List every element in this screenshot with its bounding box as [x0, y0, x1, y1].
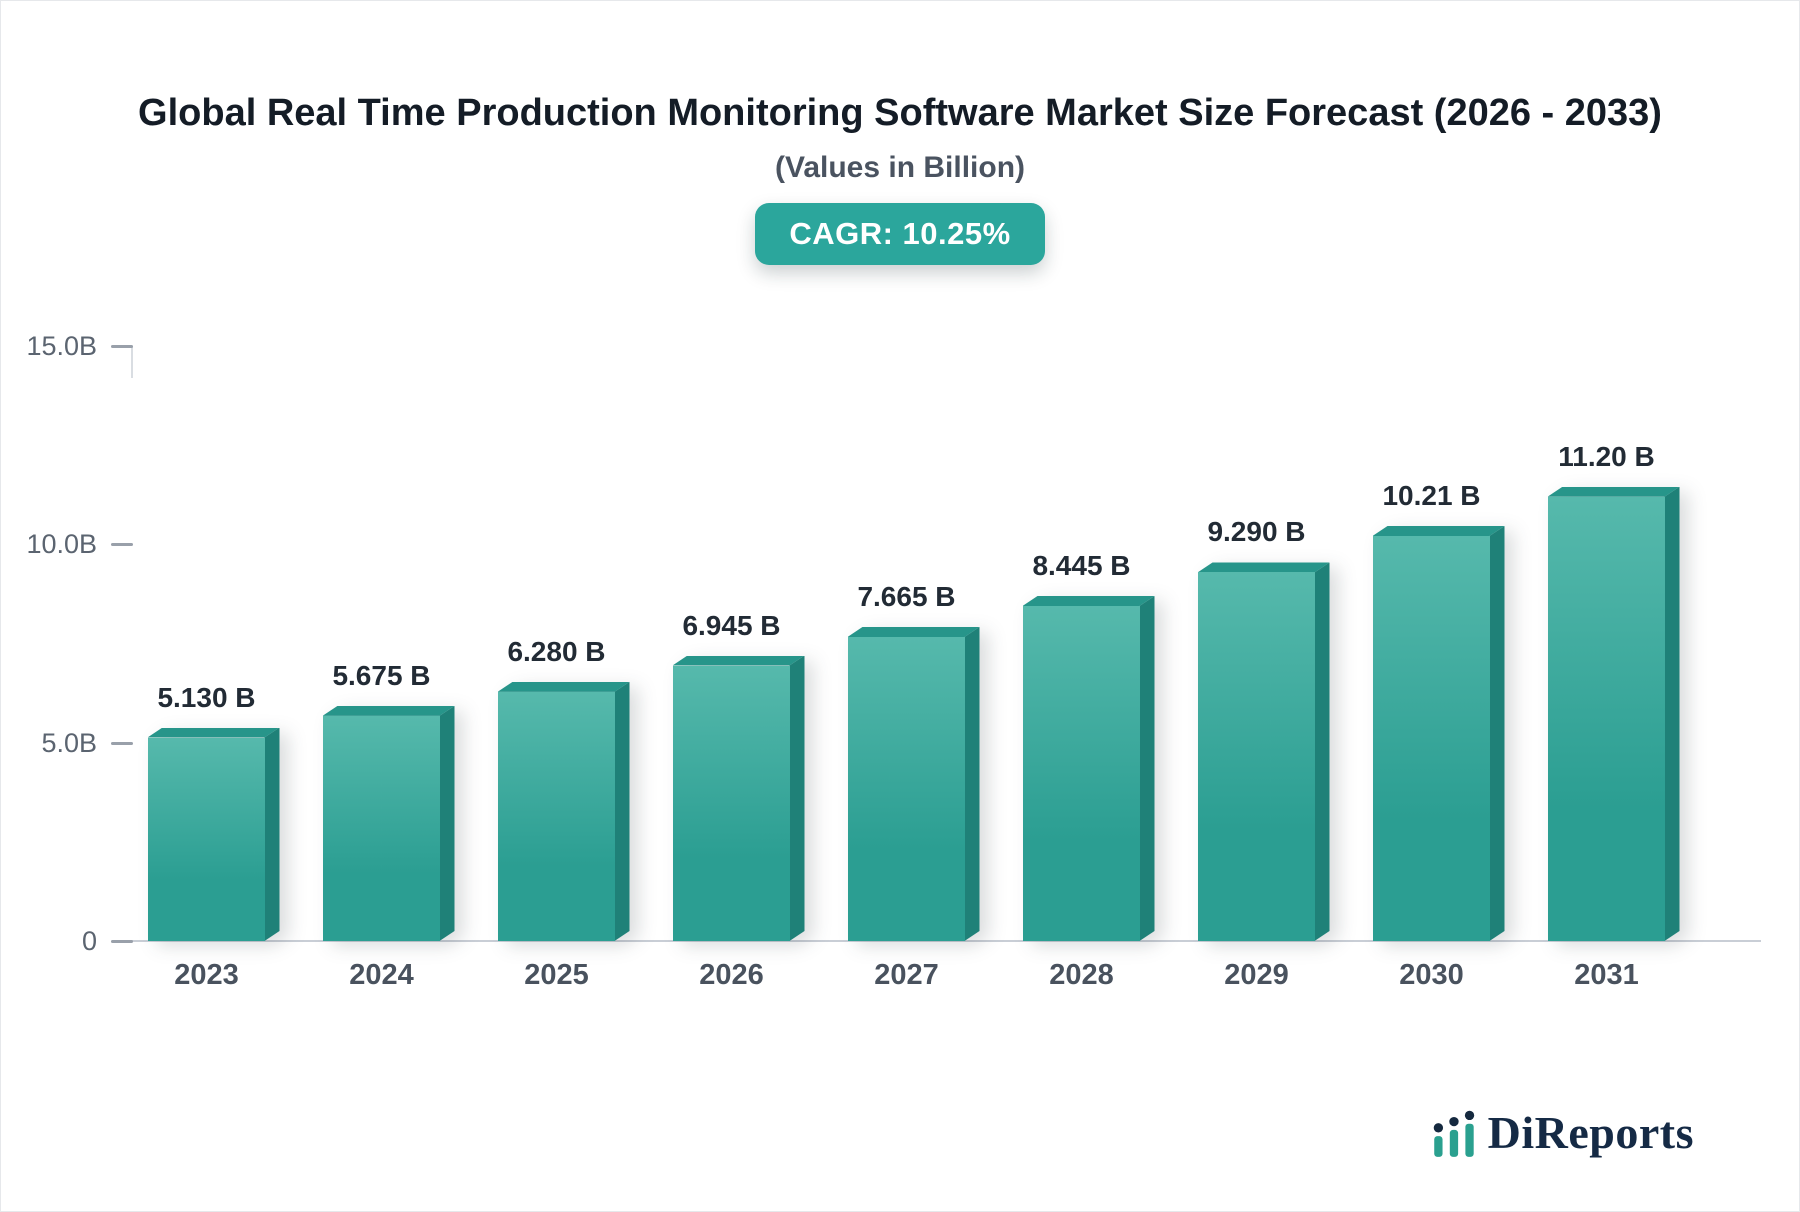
- bar-top-face: [1198, 562, 1330, 572]
- bar: [1372, 526, 1505, 941]
- y-axis-tick-mark: [111, 345, 133, 348]
- bar: [672, 656, 805, 941]
- x-axis-label: 2024: [349, 959, 414, 991]
- bar-top-face: [148, 728, 280, 738]
- y-axis-segment: [131, 346, 133, 378]
- x-axis-label: 2030: [1399, 959, 1464, 991]
- cagr-badge: CAGR: 10.25%: [755, 202, 1045, 265]
- x-axis-label: 2025: [524, 959, 589, 991]
- bar: [1022, 596, 1155, 941]
- bar-front-face: [672, 665, 790, 941]
- bar-front-face: [1547, 496, 1665, 941]
- bar: [1547, 487, 1680, 941]
- y-axis-tick-label: 5.0B: [41, 727, 97, 758]
- chart-subtitle: (Values in Billion): [774, 150, 1026, 184]
- x-axis-label: 2031: [1574, 959, 1639, 991]
- y-axis-tick-label: 15.0B: [26, 331, 97, 361]
- bar-value-label: 5.130 B: [157, 681, 256, 713]
- bar-top-face: [673, 656, 805, 666]
- bar-value-label: 8.445 B: [1032, 550, 1131, 581]
- bar-chart-logo-icon: [1433, 1110, 1474, 1157]
- bar-value-label: 6.280 B: [507, 635, 606, 667]
- bar-value-label: 9.290 B: [1207, 516, 1306, 548]
- bar-top-face: [498, 682, 630, 692]
- x-axis-line: [119, 940, 1761, 942]
- x-axis-label: 2028: [1049, 959, 1114, 991]
- x-axis-label: 2026: [699, 959, 764, 991]
- bar-top-face: [1548, 487, 1680, 497]
- bar: [497, 682, 630, 941]
- bar-front-face: [147, 737, 265, 941]
- bar-value-label: 10.21 B: [1382, 480, 1481, 511]
- bar-top-face: [848, 627, 980, 637]
- bar: [147, 728, 280, 941]
- bar-front-face: [1022, 606, 1140, 941]
- bar-top-face: [323, 706, 455, 716]
- bar: [322, 706, 455, 941]
- logo-text: DiReports: [1487, 1106, 1694, 1158]
- bar-front-face: [1372, 536, 1490, 941]
- direports-logo: DiReports: [1432, 1105, 1694, 1159]
- bar-front-face: [497, 691, 615, 941]
- y-axis-tick-label: 10.0B: [26, 529, 97, 560]
- x-axis-label: 2027: [874, 959, 939, 991]
- bar-top-face: [1023, 596, 1155, 606]
- x-axis-label: 2029: [1224, 959, 1289, 991]
- x-axis-label: 2023: [174, 959, 239, 991]
- y-axis-tick-mark: [111, 940, 133, 943]
- bar-front-face: [1197, 572, 1315, 941]
- bar: [1197, 562, 1330, 941]
- y-axis-tick-mark: [111, 543, 133, 547]
- bar-front-face: [322, 715, 440, 941]
- bar-value-label: 6.945 B: [682, 609, 781, 641]
- bar-front-face: [847, 636, 965, 941]
- bar-value-label: 11.20 B: [1558, 440, 1655, 472]
- chart-title: Global Real Time Production Monitoring S…: [138, 92, 1662, 134]
- bar: [847, 627, 980, 941]
- y-axis-tick-mark: [111, 741, 133, 745]
- bar-top-face: [1373, 526, 1505, 536]
- chart-header: Global Real Time Production Monitoring S…: [1, 87, 1799, 265]
- y-axis-tick-label: 0: [81, 926, 97, 956]
- bar-value-label: 5.675 B: [332, 659, 431, 691]
- bar-value-label: 7.665 B: [857, 580, 956, 612]
